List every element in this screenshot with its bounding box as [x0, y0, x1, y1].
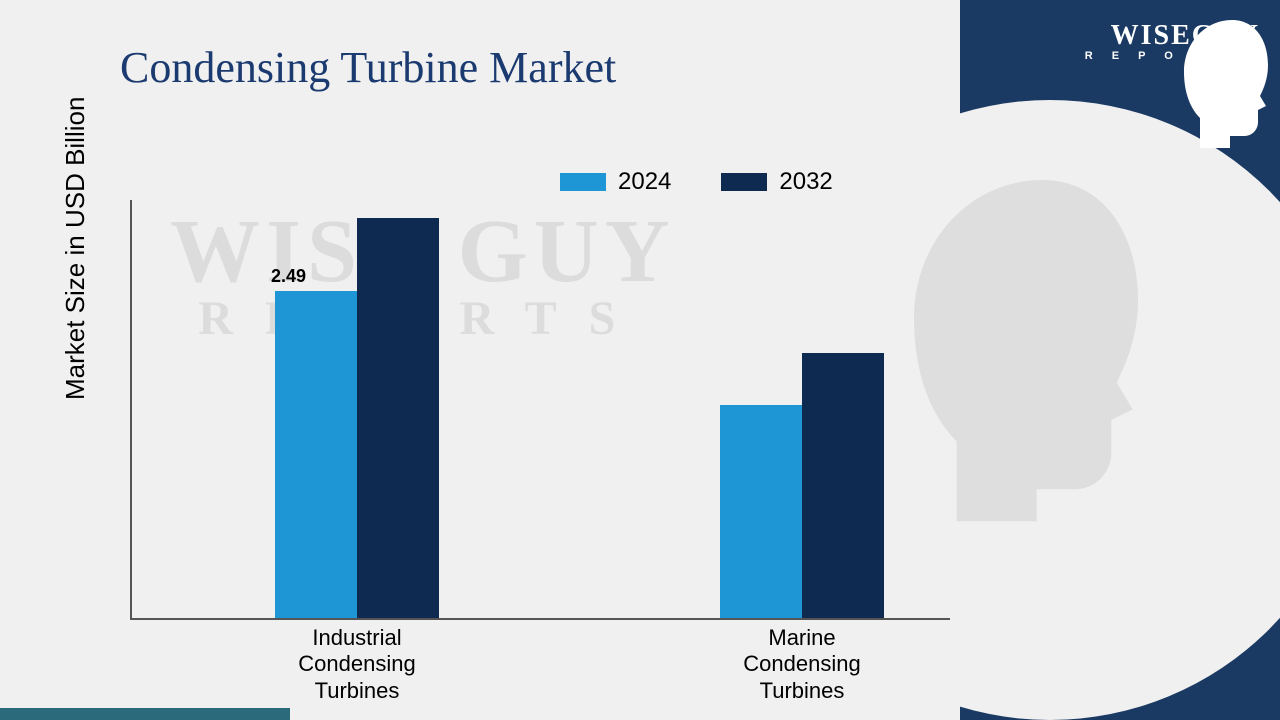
legend-swatch: [560, 173, 606, 191]
logo-text-main: WISEGUY: [1085, 20, 1260, 52]
bar: [275, 291, 357, 618]
logo-text-sub: R E P O R T S: [1085, 50, 1260, 62]
legend-label: 2032: [779, 168, 832, 196]
chart-legend: 2024 2032: [560, 168, 833, 196]
x-axis-line: [130, 618, 950, 620]
bar: [802, 353, 884, 618]
legend-label: 2024: [618, 168, 671, 196]
bottom-accent-bar: [0, 708, 290, 720]
page-root: WISEGUY R E P O R T S WISE GUY REPORTS C…: [0, 0, 1280, 720]
chart-title: Condensing Turbine Market: [120, 42, 616, 93]
legend-item: 2024: [560, 168, 671, 196]
brand-logo: WISEGUY R E P O R T S: [1085, 20, 1260, 62]
bar-group: [275, 218, 439, 618]
bar: [720, 405, 802, 618]
bar: [357, 218, 439, 618]
y-axis-label: Market Size in USD Billion: [60, 97, 91, 400]
legend-swatch: [721, 173, 767, 191]
bar-group: [720, 353, 884, 618]
category-label: IndustrialCondensingTurbines: [257, 625, 457, 704]
legend-item: 2032: [721, 168, 832, 196]
y-axis-line: [130, 200, 132, 620]
chart-plot-area: 2.49: [130, 200, 950, 620]
category-label: MarineCondensingTurbines: [702, 625, 902, 704]
